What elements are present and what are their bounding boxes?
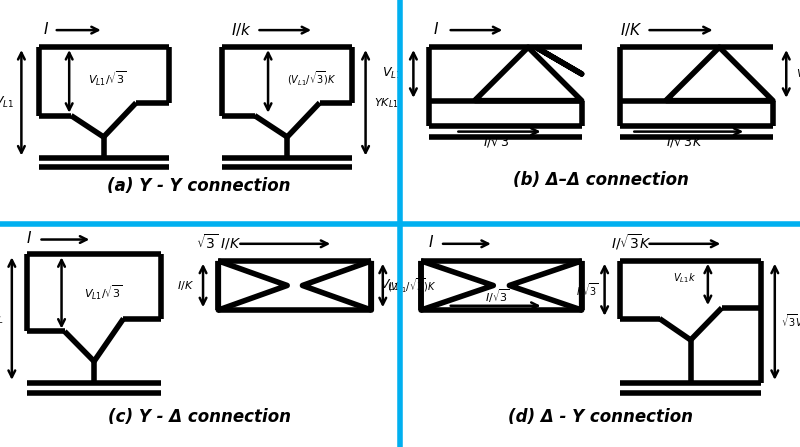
Text: $V_{L1}$: $V_{L1}$ [382,66,402,81]
Text: $V_{L1}$: $V_{L1}$ [380,278,401,293]
Text: $V_{L1}k$: $V_{L1}k$ [674,271,697,285]
Text: $I/K$: $I/K$ [178,279,194,292]
Text: $I/\sqrt{3}$: $I/\sqrt{3}$ [576,281,598,299]
Text: $I/\sqrt{3}K$: $I/\sqrt{3}K$ [611,232,652,252]
Text: $I/K$: $I/K$ [620,21,642,38]
Text: $I /\sqrt{3}$: $I /\sqrt{3}$ [483,133,512,150]
Text: $I/k$: $I/k$ [231,21,252,38]
Text: $I$: $I$ [43,21,50,37]
Text: $V_L$: $V_L$ [0,311,4,326]
Text: $\sqrt{3}\ I/K$: $\sqrt{3}\ I/K$ [196,232,241,252]
Text: $V_{L1}/\sqrt{3}$: $V_{L1}/\sqrt{3}$ [88,70,127,89]
Text: (a) Y - Y connection: (a) Y - Y connection [107,177,291,195]
Text: (c) Y - Δ connection: (c) Y - Δ connection [108,408,290,426]
Text: (d) Δ - Y connection: (d) Δ - Y connection [508,408,694,426]
Text: $(V_{L1}/\sqrt{3})K$: $(V_{L1}/\sqrt{3})K$ [386,276,436,295]
Text: $VK_{L1}$: $VK_{L1}$ [797,67,800,81]
Text: $YK_{L1}$: $YK_{L1}$ [374,96,399,110]
Text: $\sqrt{3}V_{L1}k$: $\sqrt{3}V_{L1}k$ [781,312,800,331]
Text: $I$: $I$ [427,234,434,250]
Text: $I/\sqrt{3}$: $I/\sqrt{3}$ [485,287,510,305]
Text: $I$: $I$ [434,21,439,37]
Text: $I /\sqrt{3}K$: $I /\sqrt{3}K$ [666,133,704,150]
Text: (b) Δ–Δ connection: (b) Δ–Δ connection [513,171,689,189]
Text: $V_{L1}/\sqrt{3}$: $V_{L1}/\sqrt{3}$ [84,284,123,302]
Text: $(V_{L1}/\sqrt{3})K$: $(V_{L1}/\sqrt{3})K$ [287,70,337,89]
Text: $V_{L1}$: $V_{L1}$ [0,95,14,110]
Text: $I$: $I$ [26,231,32,246]
